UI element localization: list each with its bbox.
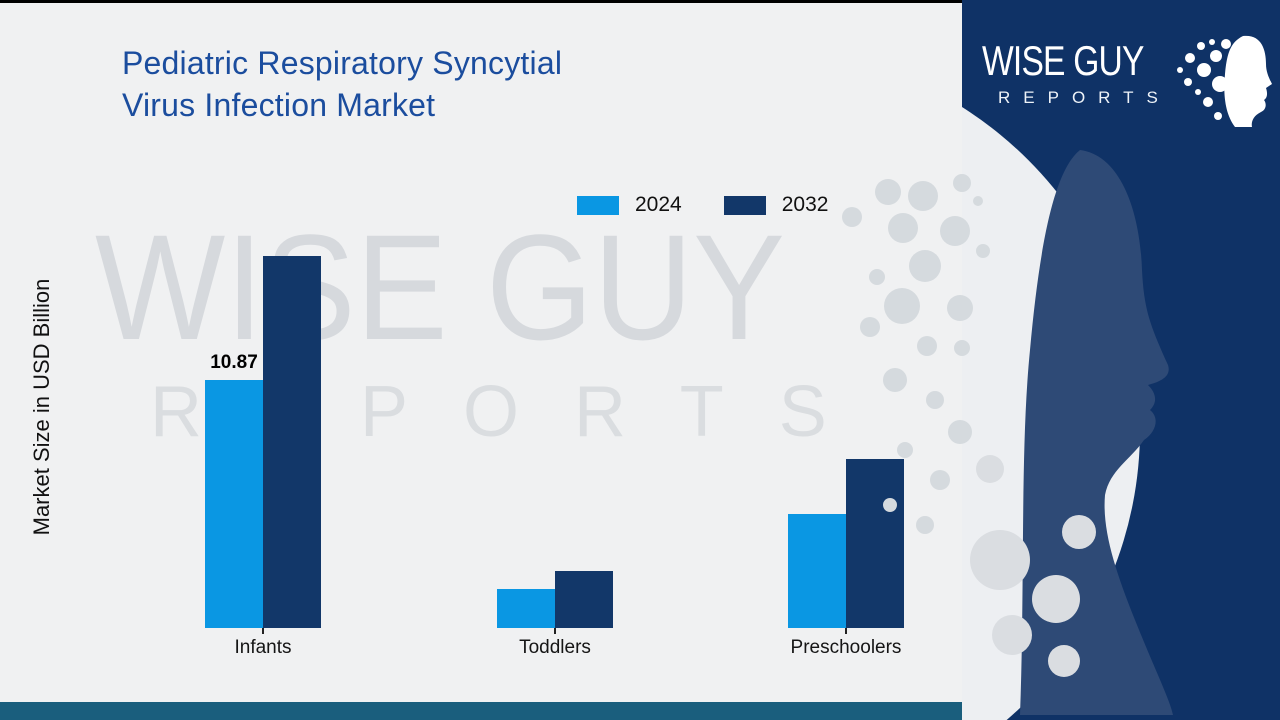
page-title: Pediatric Respiratory Syncytial Virus In… (122, 42, 822, 126)
legend-label-2032: 2032 (781, 193, 829, 216)
watermark-dot (888, 213, 918, 243)
bar-preschoolers-2024 (788, 514, 846, 628)
face-silhouette-graphic (1020, 150, 1173, 715)
watermark-dot (842, 207, 862, 227)
bar-toddlers-2032 (555, 571, 613, 628)
x-axis-tick (845, 628, 847, 634)
category-label-preschoolers: Preschoolers (790, 637, 902, 658)
watermark-dot (947, 295, 973, 321)
decorative-blob (970, 530, 1030, 590)
decorative-blob (992, 615, 1032, 655)
legend-swatch-2024 (577, 195, 619, 215)
data-label-infants-2024: 10.87 (210, 352, 258, 373)
watermark-dot (948, 420, 972, 444)
brand-logo-subtitle: REPORTS (998, 88, 1171, 107)
watermark-dot (869, 269, 885, 285)
legend-swatch-2032 (723, 195, 766, 215)
watermark-dot (916, 516, 934, 534)
watermark-dot (917, 336, 937, 356)
page-title-line1: Pediatric Respiratory Syncytial (122, 45, 563, 81)
watermark-dot (875, 179, 901, 205)
bar-toddlers-2024 (497, 589, 555, 628)
watermark-dot (883, 498, 897, 512)
chart-legend: 2024 2032 (577, 193, 828, 217)
bottom-accent-bar (0, 702, 962, 720)
watermark-dot (884, 288, 920, 324)
page-title-line2: Virus Infection Market (122, 87, 436, 123)
brand-panel: WISE GUY REPORTS (962, 0, 1280, 720)
watermark-dot (897, 442, 913, 458)
decorative-blob (1062, 515, 1096, 549)
x-axis-tick (262, 628, 264, 634)
decorative-blob (1048, 645, 1080, 677)
watermark-dot (926, 391, 944, 409)
decorative-blob (976, 455, 1004, 483)
y-axis-label: Market Size in USD Billion (29, 278, 54, 536)
watermark-dot (930, 470, 950, 490)
watermark-dot (909, 250, 941, 282)
bar-infants-2032 (263, 256, 321, 628)
watermark-dot (883, 368, 907, 392)
legend-item-2024: 2024 (577, 193, 682, 217)
watermark-dot (953, 174, 971, 192)
watermark-dot (940, 216, 970, 246)
watermark-dot (908, 181, 938, 211)
category-label-toddlers: Toddlers (519, 637, 591, 658)
watermark-wordmark: WISE GUY (95, 203, 786, 371)
legend-item-2032: 2032 (723, 193, 829, 217)
bar-infants-2024 (205, 380, 263, 628)
bar-preschoolers-2032 (846, 459, 904, 628)
watermark-dot (954, 340, 970, 356)
brand-logo-title: WISE GUY (982, 37, 1144, 84)
top-border-line (0, 0, 962, 3)
category-label-infants: Infants (234, 637, 292, 658)
legend-label-2024: 2024 (635, 193, 682, 216)
dotted-face-profile-icon (1177, 35, 1272, 127)
brand-logo: WISE GUY REPORTS (980, 34, 1272, 127)
watermark-dot (973, 196, 983, 206)
watermark-dot (976, 244, 990, 258)
decorative-blob (1032, 575, 1080, 623)
watermark-dot (860, 317, 880, 337)
x-axis-tick (554, 628, 556, 634)
